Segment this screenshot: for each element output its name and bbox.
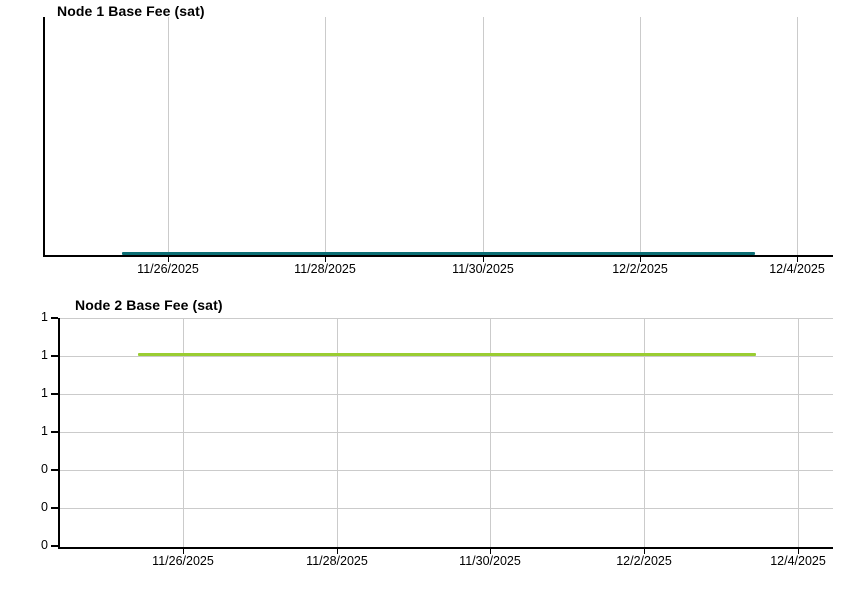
y-tick-mark xyxy=(51,469,58,471)
series-line-node2 xyxy=(138,353,756,356)
x-axis xyxy=(43,255,833,257)
x-tick-label: 12/2/2025 xyxy=(612,262,668,276)
y-tick-label: 1 xyxy=(41,310,48,324)
y-tick-label: 1 xyxy=(41,424,48,438)
y-tick-label: 1 xyxy=(41,348,48,362)
x-tick-label: 11/26/2025 xyxy=(137,262,199,276)
x-tick-mark xyxy=(183,549,184,554)
x-tick-label: 11/26/2025 xyxy=(152,554,214,568)
y-tick-mark xyxy=(51,355,58,357)
chart-title: Node 1 Base Fee (sat) xyxy=(57,3,205,19)
gridline xyxy=(483,17,484,255)
gridline xyxy=(798,318,799,547)
gridline xyxy=(60,394,833,395)
gridline xyxy=(60,508,833,509)
x-tick-label: 11/30/2025 xyxy=(459,554,521,568)
gridline xyxy=(60,432,833,433)
gridline xyxy=(797,17,798,255)
gridline xyxy=(60,470,833,471)
gridline xyxy=(168,17,169,255)
x-tick-mark xyxy=(337,549,338,554)
x-tick-label: 11/30/2025 xyxy=(452,262,514,276)
gridline xyxy=(337,318,338,547)
y-tick-label: 0 xyxy=(41,462,48,476)
x-tick-label: 11/28/2025 xyxy=(306,554,368,568)
chart-title: Node 2 Base Fee (sat) xyxy=(75,297,223,313)
x-tick-mark xyxy=(644,549,645,554)
x-tick-mark xyxy=(168,257,169,262)
y-tick-mark xyxy=(51,393,58,395)
y-axis xyxy=(58,318,60,549)
y-tick-mark xyxy=(51,431,58,433)
x-tick-mark xyxy=(490,549,491,554)
series-line-node1 xyxy=(122,252,755,255)
gridline xyxy=(644,318,645,547)
x-axis xyxy=(58,547,833,549)
gridline xyxy=(60,318,833,319)
x-tick-label: 12/4/2025 xyxy=(770,554,826,568)
y-tick-mark xyxy=(51,545,58,547)
gridline xyxy=(490,318,491,547)
x-tick-mark xyxy=(483,257,484,262)
y-tick-label: 1 xyxy=(41,386,48,400)
gridline xyxy=(325,17,326,255)
y-tick-label: 0 xyxy=(41,500,48,514)
x-tick-mark xyxy=(640,257,641,262)
x-tick-label: 12/2/2025 xyxy=(616,554,672,568)
gridline xyxy=(183,318,184,547)
gridline xyxy=(640,17,641,255)
y-tick-mark xyxy=(51,317,58,319)
gridline xyxy=(60,356,833,357)
y-axis xyxy=(43,17,45,257)
x-tick-label: 11/28/2025 xyxy=(294,262,356,276)
x-tick-mark xyxy=(798,549,799,554)
x-tick-mark xyxy=(325,257,326,262)
y-tick-label: 0 xyxy=(41,538,48,552)
x-tick-label: 12/4/2025 xyxy=(769,262,825,276)
y-tick-mark xyxy=(51,507,58,509)
x-tick-mark xyxy=(797,257,798,262)
